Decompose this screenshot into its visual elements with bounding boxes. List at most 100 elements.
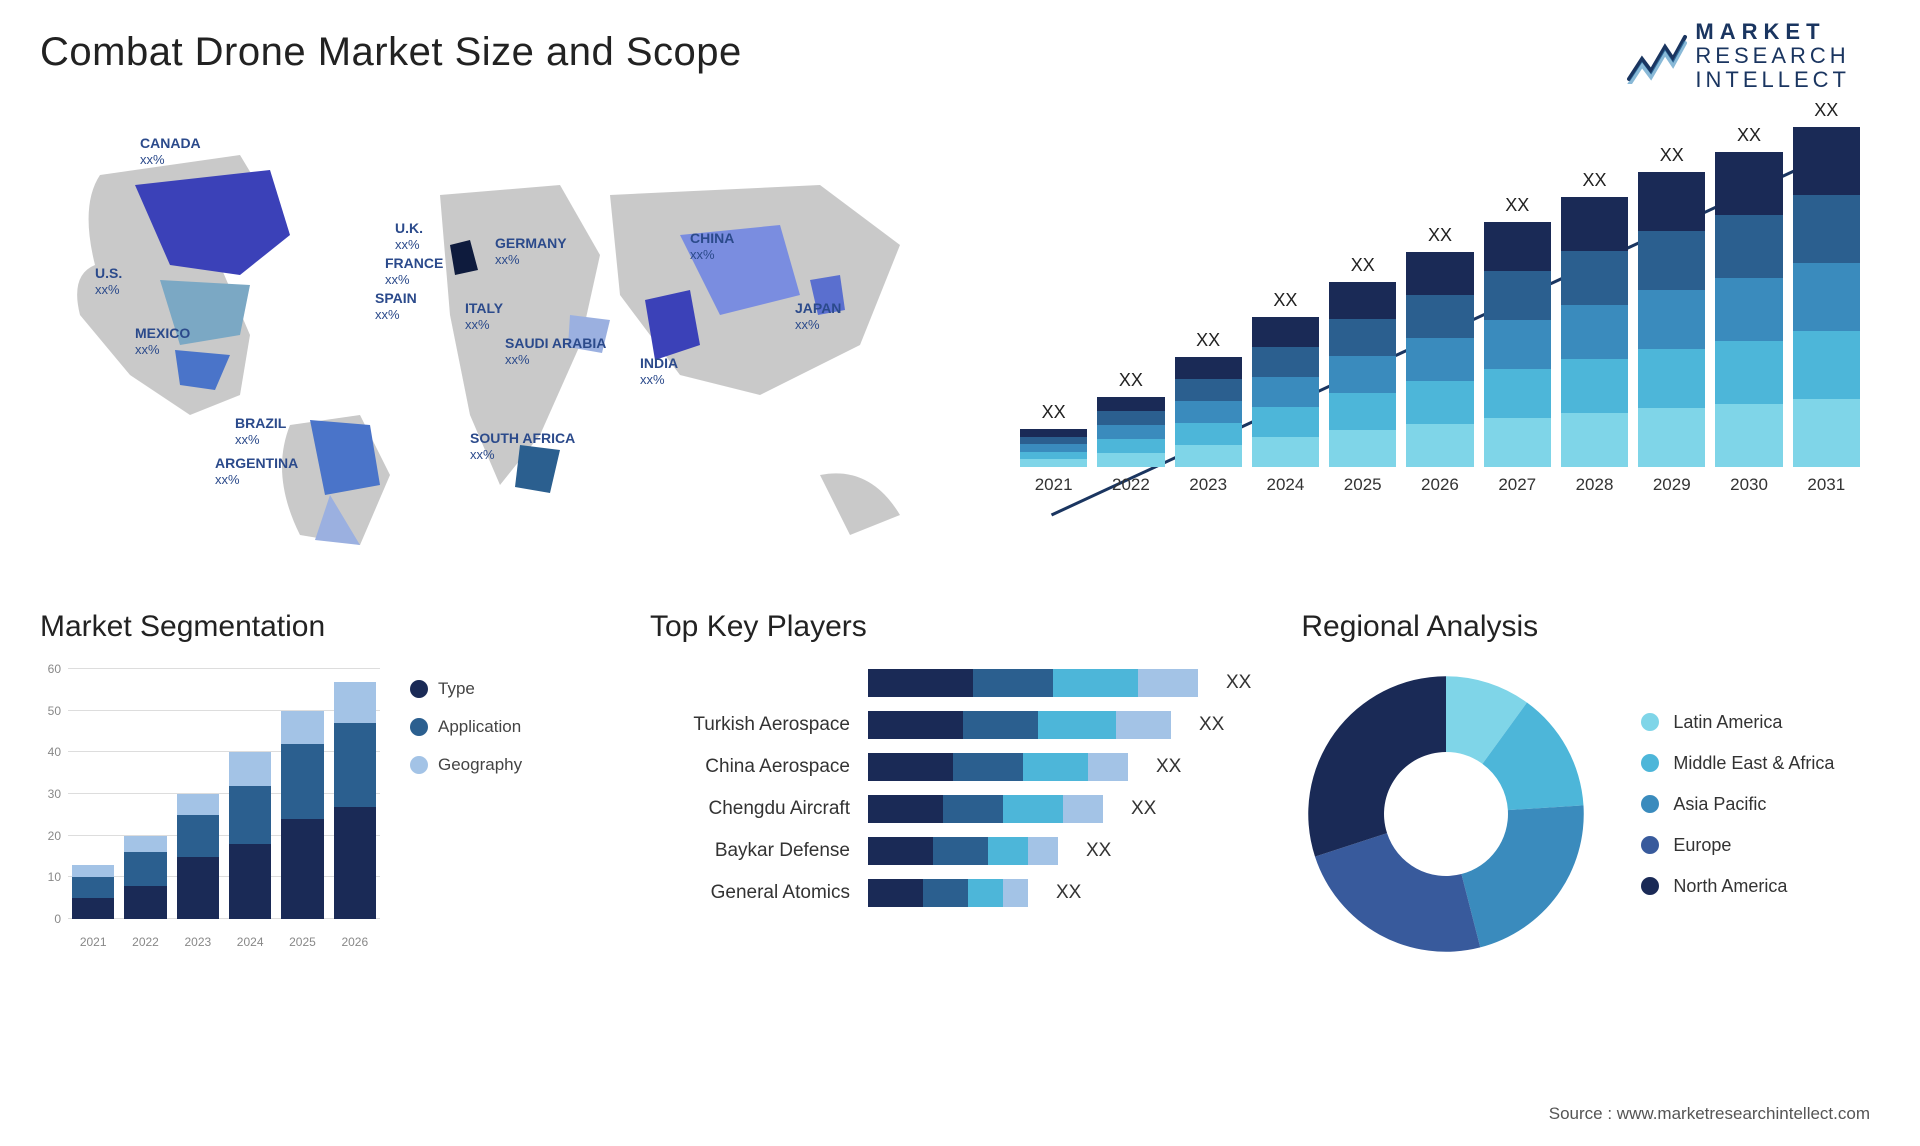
forecast-bar: XX 2025 bbox=[1329, 255, 1396, 495]
seg-year-label: 2025 bbox=[281, 935, 323, 949]
country-label: SAUDI ARABIAxx% bbox=[505, 335, 606, 368]
logo-icon bbox=[1627, 29, 1687, 84]
forecast-year-label: 2023 bbox=[1189, 475, 1227, 495]
seg-ytick: 60 bbox=[48, 662, 61, 676]
forecast-bar: XX 2021 bbox=[1020, 402, 1087, 495]
player-value: XX bbox=[1131, 798, 1156, 820]
forecast-bar-value: XX bbox=[1119, 370, 1143, 391]
donut-slice bbox=[1309, 676, 1447, 856]
brand-logo: MARKET RESEARCH INTELLECT bbox=[1627, 20, 1850, 93]
forecast-year-label: 2026 bbox=[1421, 475, 1459, 495]
forecast-bar-value: XX bbox=[1660, 145, 1684, 166]
country-label: MEXICOxx% bbox=[135, 325, 190, 358]
seg-bar bbox=[72, 865, 114, 919]
seg-year-label: 2026 bbox=[334, 935, 376, 949]
country-label: SPAINxx% bbox=[375, 290, 417, 323]
forecast-year-label: 2021 bbox=[1035, 475, 1073, 495]
forecast-bar: XX 2031 bbox=[1793, 100, 1860, 495]
regional-legend-item: North America bbox=[1641, 876, 1834, 897]
seg-year-label: 2022 bbox=[124, 935, 166, 949]
forecast-bar-value: XX bbox=[1737, 125, 1761, 146]
player-row: Chengdu Aircraft XX bbox=[650, 795, 1251, 823]
seg-bar bbox=[281, 711, 323, 919]
forecast-chart: XX2021XX2022XX2023XX2024XX2025XX2026XX20… bbox=[1020, 115, 1880, 555]
forecast-year-label: 2030 bbox=[1730, 475, 1768, 495]
logo-text-2: RESEARCH bbox=[1695, 44, 1850, 68]
forecast-bar-value: XX bbox=[1582, 170, 1606, 191]
country-label: BRAZILxx% bbox=[235, 415, 286, 448]
regional-legend-item: Middle East & Africa bbox=[1641, 753, 1834, 774]
regional-donut-chart bbox=[1301, 669, 1591, 959]
logo-text-3: INTELLECT bbox=[1695, 68, 1850, 92]
forecast-bar: XX 2028 bbox=[1561, 170, 1628, 495]
forecast-year-label: 2024 bbox=[1267, 475, 1305, 495]
forecast-bar-value: XX bbox=[1814, 100, 1838, 121]
forecast-bar-value: XX bbox=[1196, 330, 1220, 351]
player-value: XX bbox=[1056, 882, 1081, 904]
player-value: XX bbox=[1226, 672, 1251, 694]
segmentation-chart: 0102030405060 202120222023202420252026 bbox=[40, 669, 380, 949]
country-label: CANADAxx% bbox=[140, 135, 201, 168]
forecast-year-label: 2028 bbox=[1576, 475, 1614, 495]
forecast-bar-value: XX bbox=[1351, 255, 1375, 276]
country-label: ARGENTINAxx% bbox=[215, 455, 298, 488]
player-name: Baykar Defense bbox=[650, 840, 850, 862]
player-name: General Atomics bbox=[650, 882, 850, 904]
forecast-year-label: 2022 bbox=[1112, 475, 1150, 495]
forecast-bar: XX2026 bbox=[1406, 225, 1473, 495]
player-row: XX bbox=[650, 669, 1251, 697]
forecast-bar-value: XX bbox=[1042, 402, 1066, 423]
forecast-bar-value: XX bbox=[1505, 195, 1529, 216]
seg-bar bbox=[334, 682, 376, 919]
regional-panel: Regional Analysis Latin AmericaMiddle Ea… bbox=[1301, 610, 1880, 959]
country-label: ITALYxx% bbox=[465, 300, 503, 333]
seg-bar bbox=[229, 752, 271, 919]
forecast-bar: XX 2022 bbox=[1097, 370, 1164, 495]
seg-year-label: 2024 bbox=[229, 935, 271, 949]
player-name: China Aerospace bbox=[650, 756, 850, 778]
player-name: Chengdu Aircraft bbox=[650, 798, 850, 820]
forecast-year-label: 2031 bbox=[1807, 475, 1845, 495]
forecast-bar: XX 2030 bbox=[1715, 125, 1782, 495]
source-credit: Source : www.marketresearchintellect.com bbox=[1549, 1104, 1870, 1124]
country-label: INDIAxx% bbox=[640, 355, 678, 388]
player-row: China Aerospace XX bbox=[650, 753, 1251, 781]
player-row: General Atomics XX bbox=[650, 879, 1251, 907]
page-title: Combat Drone Market Size and Scope bbox=[40, 30, 1880, 75]
player-row: Turkish Aerospace XX bbox=[650, 711, 1251, 739]
logo-text-1: MARKET bbox=[1695, 20, 1850, 44]
regional-legend-item: Asia Pacific bbox=[1641, 794, 1834, 815]
country-label: SOUTH AFRICAxx% bbox=[470, 430, 575, 463]
forecast-bar: XX 2027 bbox=[1484, 195, 1551, 495]
seg-ytick: 50 bbox=[48, 704, 61, 718]
forecast-year-label: 2027 bbox=[1498, 475, 1536, 495]
segmentation-title: Market Segmentation bbox=[40, 610, 600, 644]
regional-legend-item: Europe bbox=[1641, 835, 1834, 856]
country-label: CHINAxx% bbox=[690, 230, 734, 263]
player-value: XX bbox=[1199, 714, 1224, 736]
country-label: JAPANxx% bbox=[795, 300, 841, 333]
donut-slice bbox=[1462, 805, 1584, 947]
seg-year-label: 2021 bbox=[72, 935, 114, 949]
donut-slice bbox=[1315, 833, 1480, 952]
forecast-bar-value: XX bbox=[1273, 290, 1297, 311]
player-value: XX bbox=[1086, 840, 1111, 862]
seg-legend-item: Geography bbox=[410, 755, 522, 775]
key-players-panel: Top Key Players XXTurkish AerospaceXXChi… bbox=[650, 610, 1251, 959]
country-label: U.K.xx% bbox=[395, 220, 423, 253]
country-label: FRANCExx% bbox=[385, 255, 443, 288]
seg-legend-item: Type bbox=[410, 679, 522, 699]
seg-ytick: 0 bbox=[54, 912, 61, 926]
forecast-bar: XX 2023 bbox=[1175, 330, 1242, 495]
player-row: Baykar Defense XX bbox=[650, 837, 1251, 865]
regional-legend-item: Latin America bbox=[1641, 712, 1834, 733]
player-value: XX bbox=[1156, 756, 1181, 778]
seg-legend-item: Application bbox=[410, 717, 522, 737]
seg-ytick: 10 bbox=[48, 870, 61, 884]
forecast-year-label: 2025 bbox=[1344, 475, 1382, 495]
country-label: GERMANYxx% bbox=[495, 235, 567, 268]
forecast-year-label: 2029 bbox=[1653, 475, 1691, 495]
player-name: Turkish Aerospace bbox=[650, 714, 850, 736]
seg-bar bbox=[177, 794, 219, 919]
regional-legend: Latin America Middle East & Africa Asia Pa… bbox=[1641, 712, 1834, 917]
